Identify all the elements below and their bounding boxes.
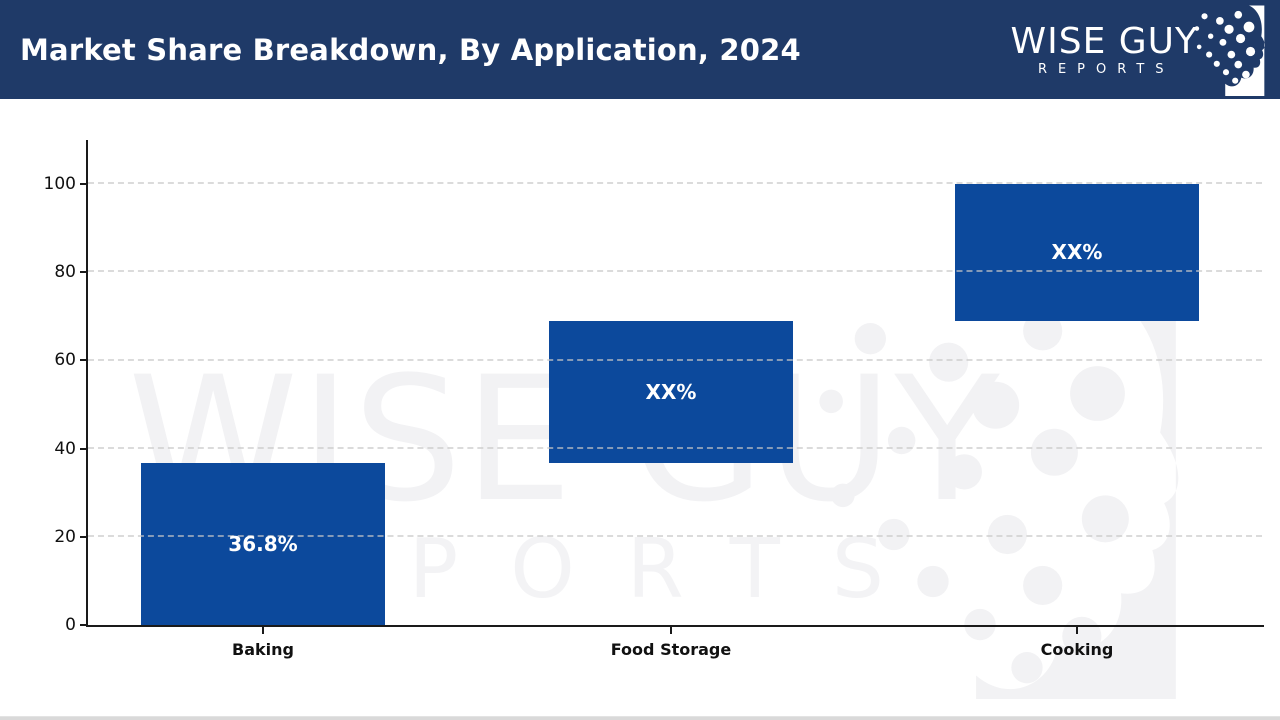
x-tick-mark: [670, 627, 672, 634]
x-tick-mark: [262, 627, 264, 634]
bar-segment: [549, 320, 793, 463]
header-bar: Market Share Breakdown, By Application, …: [0, 0, 1280, 99]
bar-value-label: 36.8%: [228, 531, 298, 556]
brand-logo: WISE GUY REPORTS: [1006, 0, 1266, 99]
bottom-hairline: [0, 716, 1280, 717]
brand-logo-text: WISE GUY REPORTS: [1010, 20, 1199, 77]
y-tick-label: 0: [65, 615, 76, 635]
brand-subtitle: REPORTS: [1037, 61, 1175, 77]
gridline: [88, 182, 1262, 185]
page-title: Market Share Breakdown, By Application, …: [20, 32, 801, 67]
bar-value-label: XX%: [1051, 240, 1103, 265]
y-tick-label: 60: [54, 350, 76, 371]
y-tick-mark: [80, 183, 87, 186]
y-tick-mark: [80, 271, 87, 274]
bar-segment: [955, 184, 1199, 321]
y-tick-mark: [80, 359, 87, 362]
gridline: [88, 358, 1262, 361]
y-tick-mark: [80, 447, 87, 450]
y-tick-label: 100: [43, 174, 76, 195]
bar-segment: [141, 462, 385, 625]
gridline: [88, 534, 1262, 537]
brand-face-icon: [1194, 5, 1265, 96]
x-axis-label: Cooking: [1040, 640, 1114, 659]
gridline: [88, 270, 1262, 273]
x-axis-label: Food Storage: [610, 640, 732, 659]
x-tick-mark: [1076, 627, 1078, 634]
y-axis-line: [86, 140, 88, 625]
bar-value-label: XX%: [645, 379, 697, 404]
gridline: [88, 446, 1262, 449]
x-axis-line: [86, 625, 1264, 627]
y-tick-label: 40: [54, 438, 76, 459]
plot-area: 36.8% XX% XX%: [88, 163, 1262, 625]
brand-name: WISE GUY: [1010, 20, 1198, 62]
y-tick-label: 80: [54, 262, 76, 283]
y-tick-label: 20: [54, 526, 76, 547]
x-axis-label: Baking: [232, 640, 294, 659]
bottom-strip: [0, 717, 1280, 720]
y-tick-mark: [80, 535, 87, 538]
y-tick-mark: [80, 624, 87, 626]
